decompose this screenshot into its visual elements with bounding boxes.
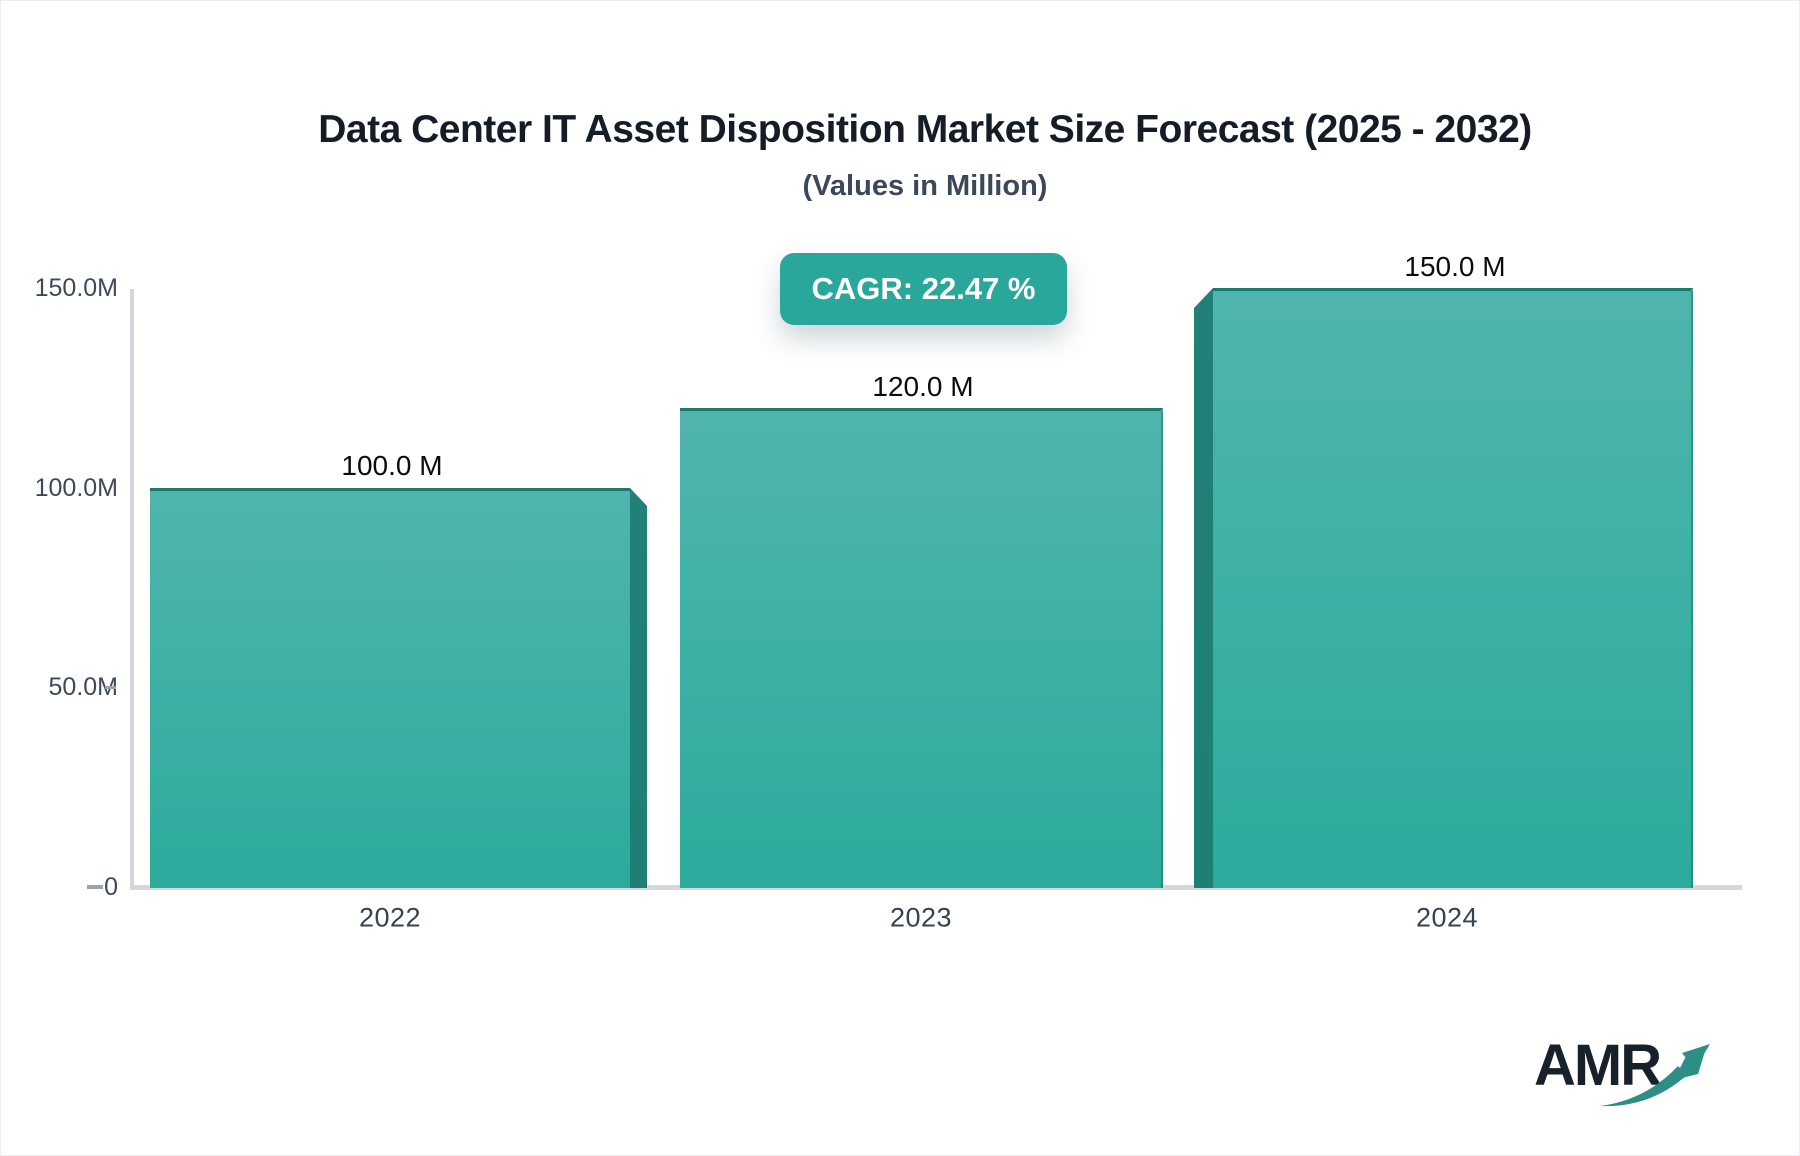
amr-logo: AMR xyxy=(1528,1028,1728,1118)
page-title: Data Center IT Asset Disposition Market … xyxy=(318,108,1532,151)
x-label-2023: 2023 xyxy=(889,902,953,933)
value-label-2024: 150.0 M xyxy=(1404,251,1506,282)
bar-2023 xyxy=(680,408,1163,888)
x-label-2022: 2022 xyxy=(358,902,422,933)
amr-logo-text: AMR xyxy=(1534,1033,1662,1098)
y-tick-label-150: 150.0M xyxy=(34,274,118,302)
y-tick-label-0: 0 xyxy=(104,873,118,901)
y-tick-label-100: 100.0M xyxy=(34,474,118,502)
value-label-2022: 100.0 M xyxy=(341,450,443,481)
bar-2022 xyxy=(150,488,630,888)
bar-2024-side-shadow xyxy=(1194,288,1213,888)
x-label-2024: 2024 xyxy=(1415,902,1479,933)
y-axis-line xyxy=(130,289,134,888)
value-label-2023: 120.0 M xyxy=(872,371,974,402)
amr-arrow-icon xyxy=(1600,1044,1710,1107)
cagr-badge-label: CAGR: 22.47 % xyxy=(811,271,1036,306)
bar-2024 xyxy=(1213,288,1693,888)
y-tick-mark-50 xyxy=(105,686,116,689)
y-tick-mark-0 xyxy=(87,885,103,889)
bar-2022-side-shadow xyxy=(630,488,647,888)
page-subtitle: (Values in Million) xyxy=(802,170,1048,202)
cagr-badge: CAGR: 22.47 % xyxy=(780,253,1067,325)
y-tick-label-50: 50.0M xyxy=(48,673,118,701)
